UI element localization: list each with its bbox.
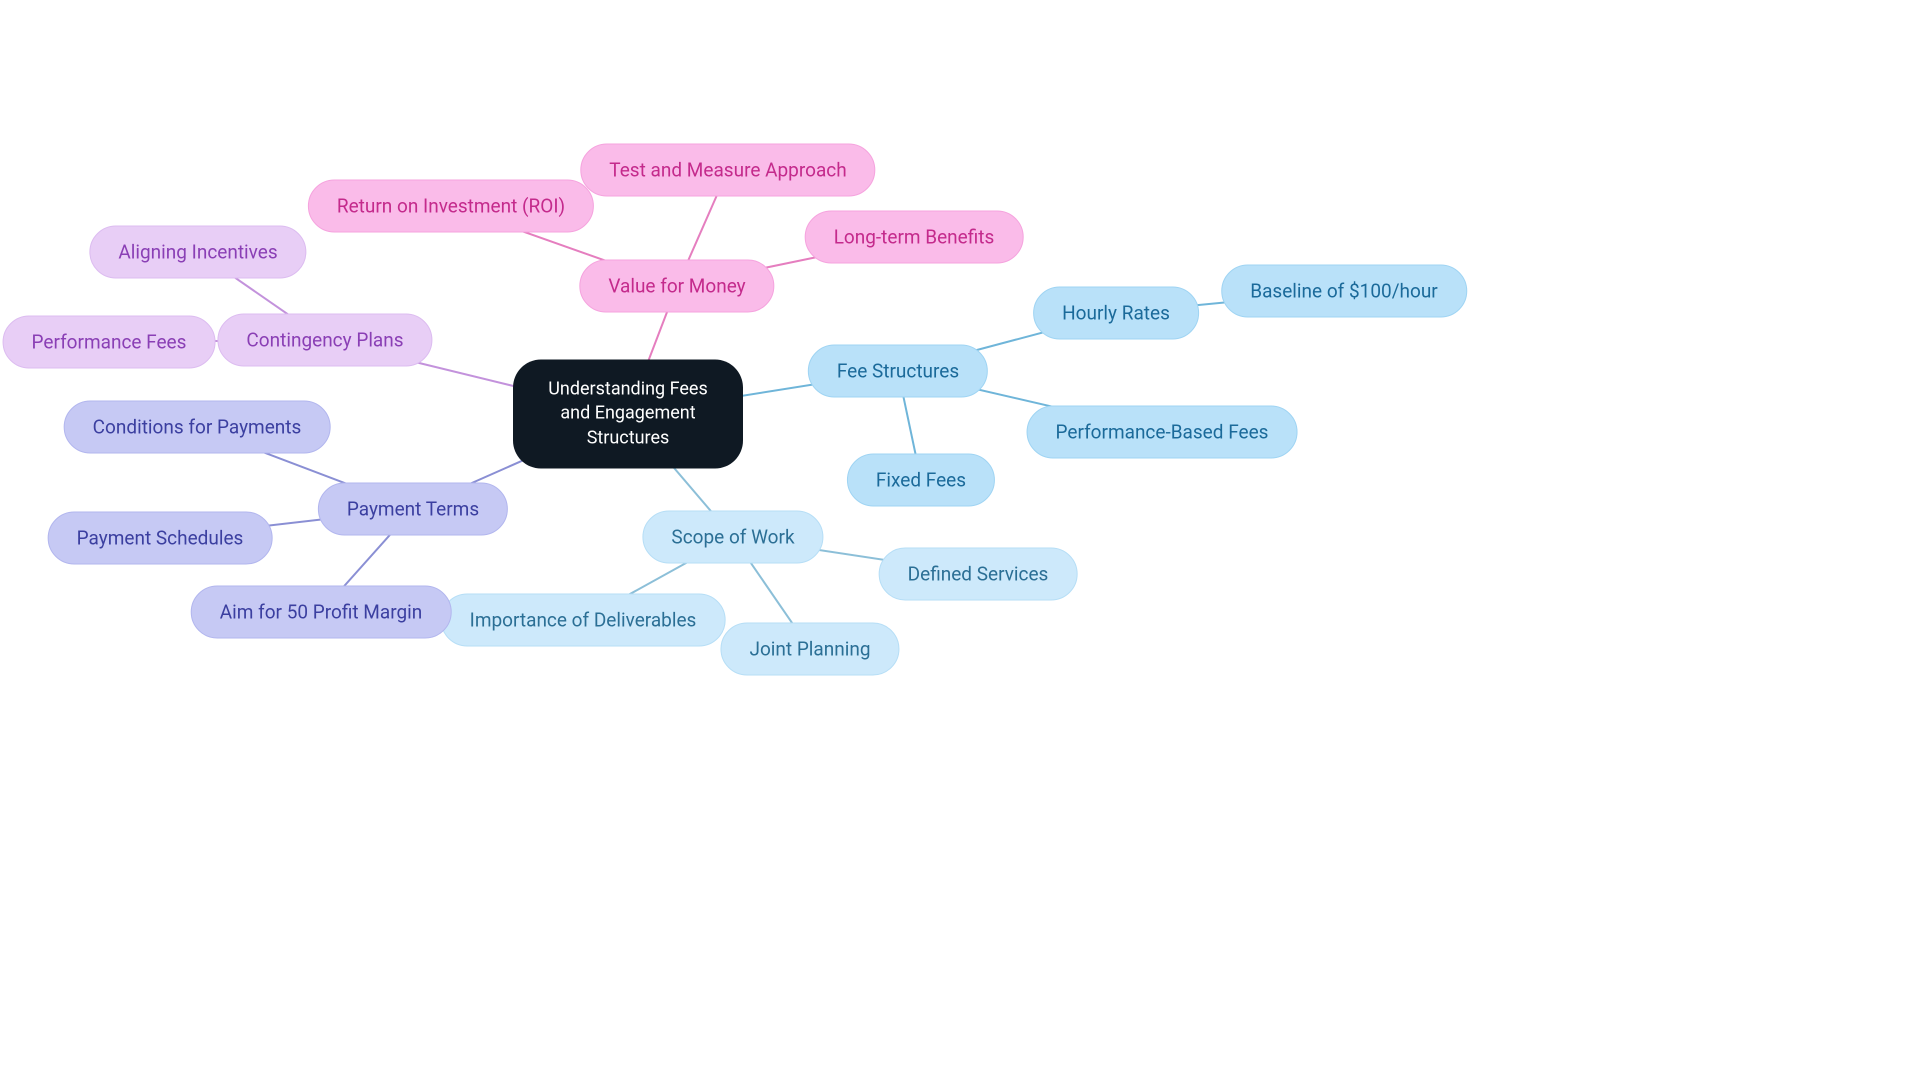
node-joint-planning: Joint Planning — [720, 623, 899, 676]
node-defined-services: Defined Services — [879, 548, 1078, 601]
node-conditions-for-payments: Conditions for Payments — [64, 401, 331, 454]
edge-layer — [0, 0, 1920, 1083]
node-fixed-fees: Fixed Fees — [847, 454, 995, 507]
node-payment-terms: Payment Terms — [318, 483, 508, 536]
node-root: Understanding Fees and Engagement Struct… — [513, 360, 743, 469]
node-aligning-incentives: Aligning Incentives — [89, 226, 306, 279]
node-importance-deliverables: Importance of Deliverables — [441, 594, 726, 647]
node-payment-schedules: Payment Schedules — [48, 512, 273, 565]
node-test-measure: Test and Measure Approach — [580, 144, 875, 197]
node-profit-margin: Aim for 50 Profit Margin — [191, 586, 452, 639]
node-hourly-rates: Hourly Rates — [1033, 287, 1199, 340]
node-fee-structures: Fee Structures — [808, 345, 988, 398]
node-value-for-money: Value for Money — [579, 260, 774, 313]
mindmap-canvas: Understanding Fees and Engagement Struct… — [0, 0, 1920, 1083]
node-long-term-benefits: Long-term Benefits — [805, 211, 1024, 264]
node-performance-based-fees: Performance-Based Fees — [1027, 406, 1298, 459]
node-contingency-plans: Contingency Plans — [217, 314, 432, 367]
node-roi: Return on Investment (ROI) — [308, 180, 594, 233]
node-scope-of-work: Scope of Work — [642, 511, 823, 564]
node-performance-fees: Performance Fees — [3, 316, 216, 369]
node-baseline: Baseline of $100/hour — [1221, 265, 1467, 318]
